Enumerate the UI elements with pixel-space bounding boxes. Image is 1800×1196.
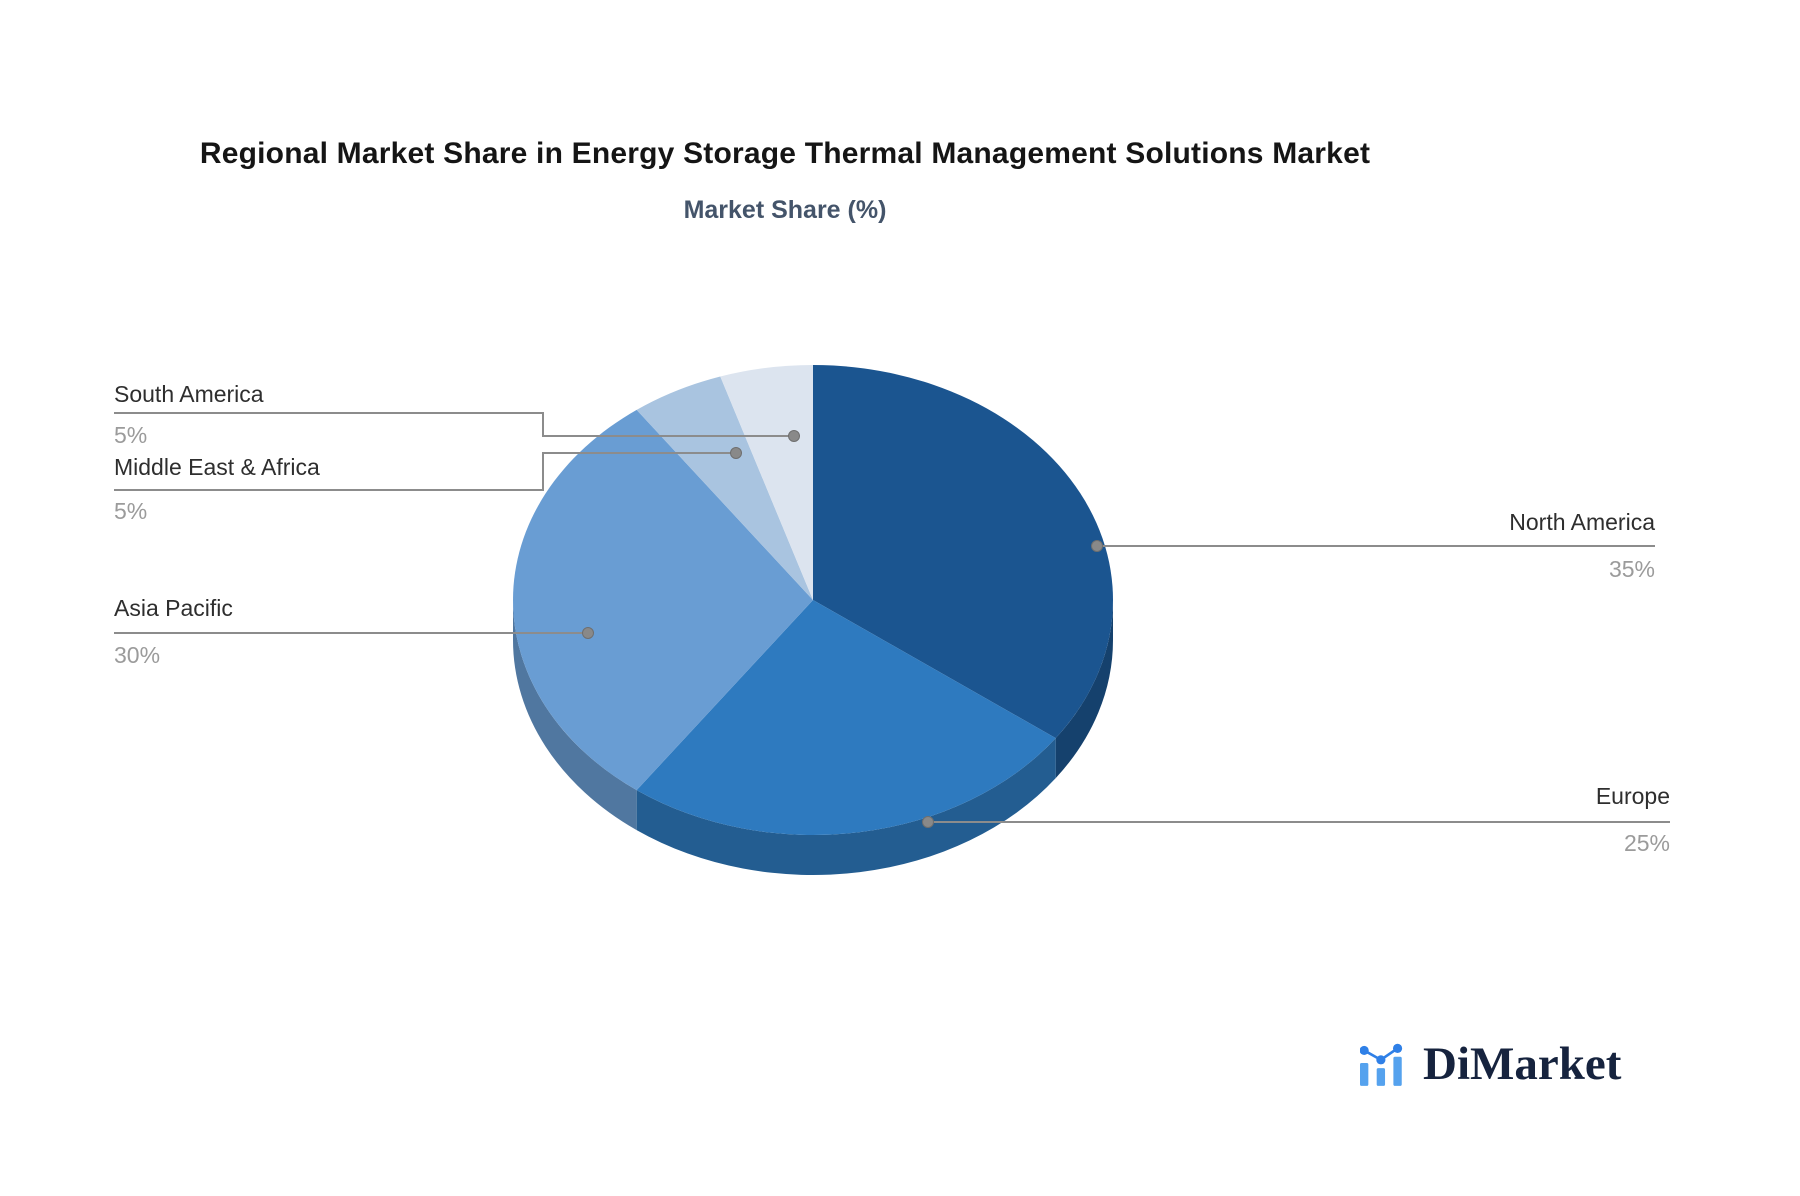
callout-label-north-america: North America bbox=[1509, 509, 1655, 535]
leader-line bbox=[114, 412, 794, 437]
bar-line-chart-icon bbox=[1360, 1044, 1403, 1087]
leader-dot bbox=[788, 430, 800, 442]
leader-line bbox=[114, 452, 736, 491]
callout-value-asia-pacific: 30% bbox=[114, 642, 161, 668]
pie-slice-side-asia-pacific bbox=[513, 600, 637, 831]
pie-slice-south-america[interactable] bbox=[720, 365, 813, 600]
callout-label-south-america: South America bbox=[114, 381, 264, 407]
callout-label-europe: Europe bbox=[1595, 783, 1670, 809]
pie-slice-middle-east-africa[interactable] bbox=[636, 376, 813, 600]
callout-label-asia-pacific: Asia Pacific bbox=[114, 595, 233, 621]
callout-value-north-america: 35% bbox=[1608, 556, 1655, 582]
brand-logo-text: DiMarket bbox=[1423, 1038, 1622, 1090]
chart-title: Regional Market Share in Energy Storage … bbox=[199, 137, 1371, 170]
pie-slice-north-america[interactable] bbox=[813, 365, 1113, 739]
leader-dot bbox=[1091, 540, 1103, 552]
leader-dot bbox=[730, 447, 742, 459]
pie-slice-asia-pacific[interactable] bbox=[513, 409, 813, 791]
brand-logo: DiMarket bbox=[1360, 1038, 1622, 1090]
pie-slice-side-europe bbox=[636, 738, 1056, 875]
callout-value-europe: 25% bbox=[1623, 830, 1670, 856]
pie-slice-side-north-america bbox=[1055, 600, 1113, 779]
leader-dot bbox=[582, 627, 594, 639]
callout-value-middle-east-africa: 5% bbox=[114, 498, 148, 524]
leader-dot bbox=[922, 816, 934, 828]
callout-label-middle-east-africa: Middle East & Africa bbox=[114, 454, 320, 480]
chart-subtitle: Market Share (%) bbox=[683, 196, 887, 224]
callout-value-south-america: 5% bbox=[114, 422, 148, 448]
pie-slice-europe[interactable] bbox=[636, 600, 1056, 835]
